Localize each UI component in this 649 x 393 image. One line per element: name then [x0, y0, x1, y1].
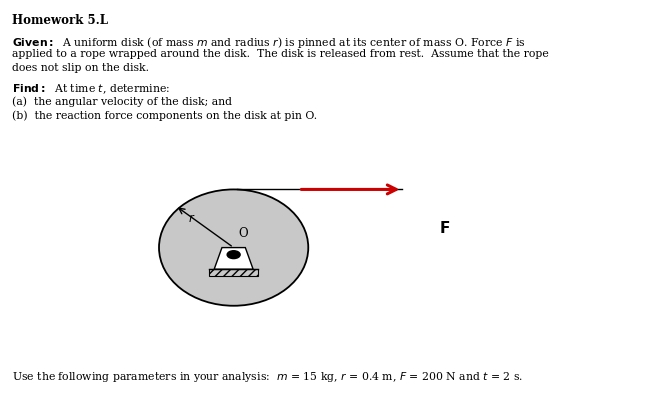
Text: (a)  the angular velocity of the disk; and: (a) the angular velocity of the disk; an…: [12, 96, 232, 107]
Text: $\mathbf{Find:}$  At time $t$, determine:: $\mathbf{Find:}$ At time $t$, determine:: [12, 83, 170, 96]
Text: Homework 5.L: Homework 5.L: [12, 14, 108, 27]
Ellipse shape: [159, 189, 308, 306]
Text: $\mathbf{F}$: $\mathbf{F}$: [439, 220, 450, 236]
Circle shape: [227, 251, 240, 259]
Text: Use the following parameters in your analysis:  $m$ = 15 kg, $r$ = 0.4 m, $F$ = : Use the following parameters in your ana…: [12, 370, 522, 384]
Text: $r$: $r$: [188, 211, 195, 225]
Text: applied to a rope wrapped around the disk.  The disk is released from rest.  Ass: applied to a rope wrapped around the dis…: [12, 49, 548, 59]
Text: $\mathbf{Given:}$  A uniform disk (of mass $m$ and radius $r$) is pinned at its : $\mathbf{Given:}$ A uniform disk (of mas…: [12, 35, 525, 50]
Text: does not slip on the disk.: does not slip on the disk.: [12, 63, 149, 73]
Text: (b)  the reaction force components on the disk at pin O.: (b) the reaction force components on the…: [12, 110, 317, 121]
Polygon shape: [214, 248, 253, 269]
Text: O: O: [239, 227, 248, 241]
